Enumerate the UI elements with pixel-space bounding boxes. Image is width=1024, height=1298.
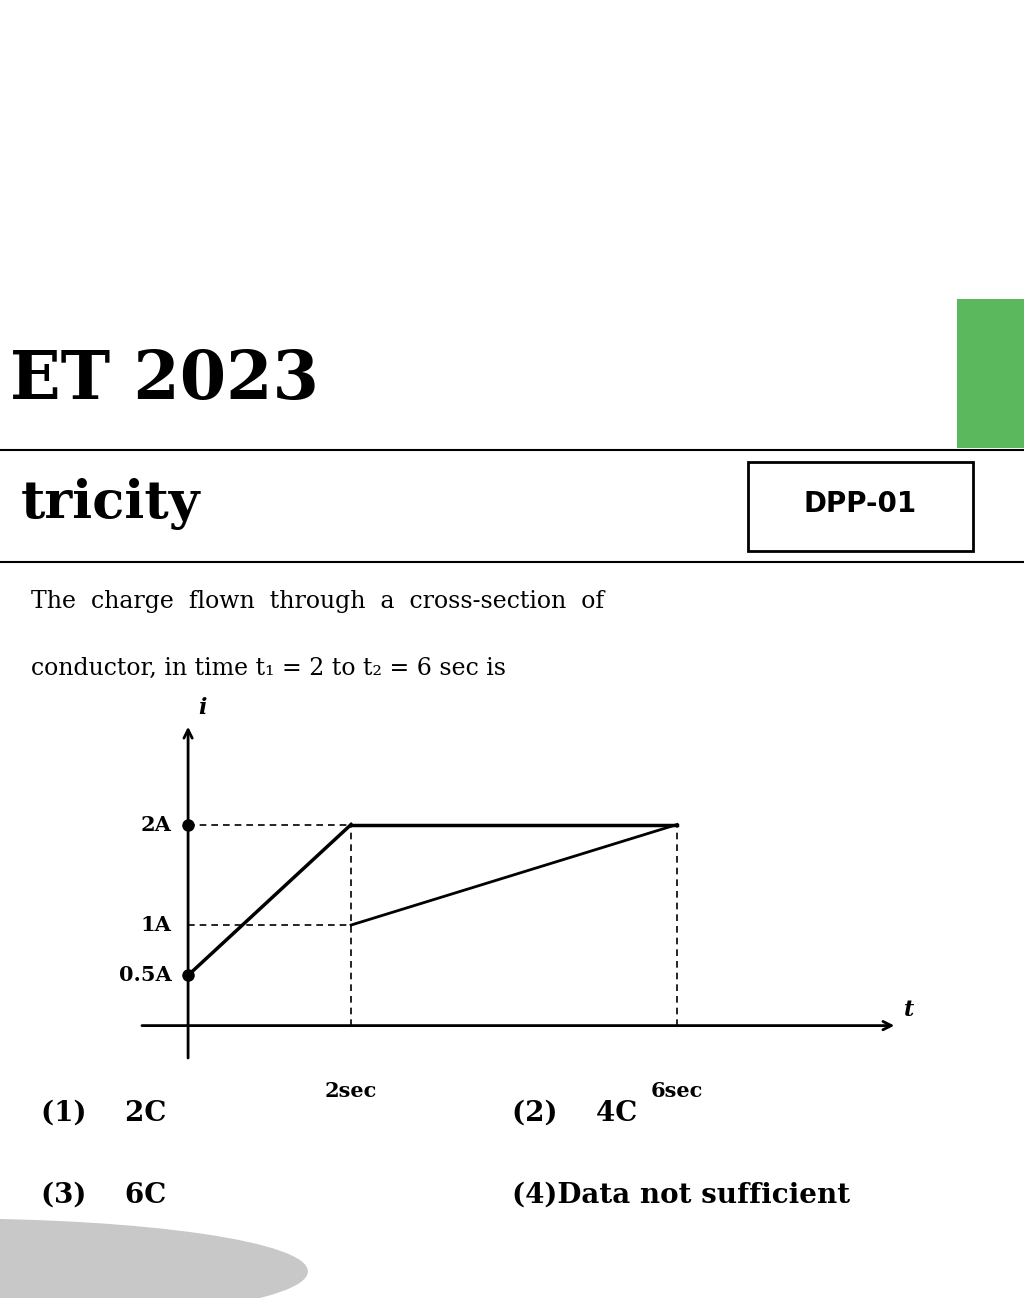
Text: tricity: tricity: [20, 478, 200, 530]
Text: 2A: 2A: [141, 815, 172, 835]
Text: ET 2023: ET 2023: [10, 348, 319, 413]
Text: DPP-01: DPP-01: [804, 489, 916, 518]
Text: (3)    6C: (3) 6C: [41, 1181, 166, 1208]
Text: The  charge  flown  through  a  cross-section  of: The charge flown through a cross-section…: [31, 591, 604, 614]
Circle shape: [0, 1219, 307, 1298]
Text: 0.5A: 0.5A: [119, 966, 172, 985]
Text: conductor, in time t₁ = 2 to t₂ = 6 sec is: conductor, in time t₁ = 2 to t₂ = 6 sec …: [31, 657, 506, 680]
Text: (2)    4C: (2) 4C: [512, 1099, 637, 1127]
Text: 1A: 1A: [141, 915, 172, 935]
Text: 6sec: 6sec: [651, 1081, 703, 1101]
FancyBboxPatch shape: [748, 462, 973, 550]
Text: i: i: [198, 697, 207, 719]
FancyBboxPatch shape: [957, 299, 1024, 448]
Text: (1)    2C: (1) 2C: [41, 1099, 166, 1127]
Text: (4)Data not sufficient: (4)Data not sufficient: [512, 1181, 850, 1208]
Text: t: t: [903, 998, 913, 1020]
Text: 2sec: 2sec: [325, 1081, 377, 1101]
